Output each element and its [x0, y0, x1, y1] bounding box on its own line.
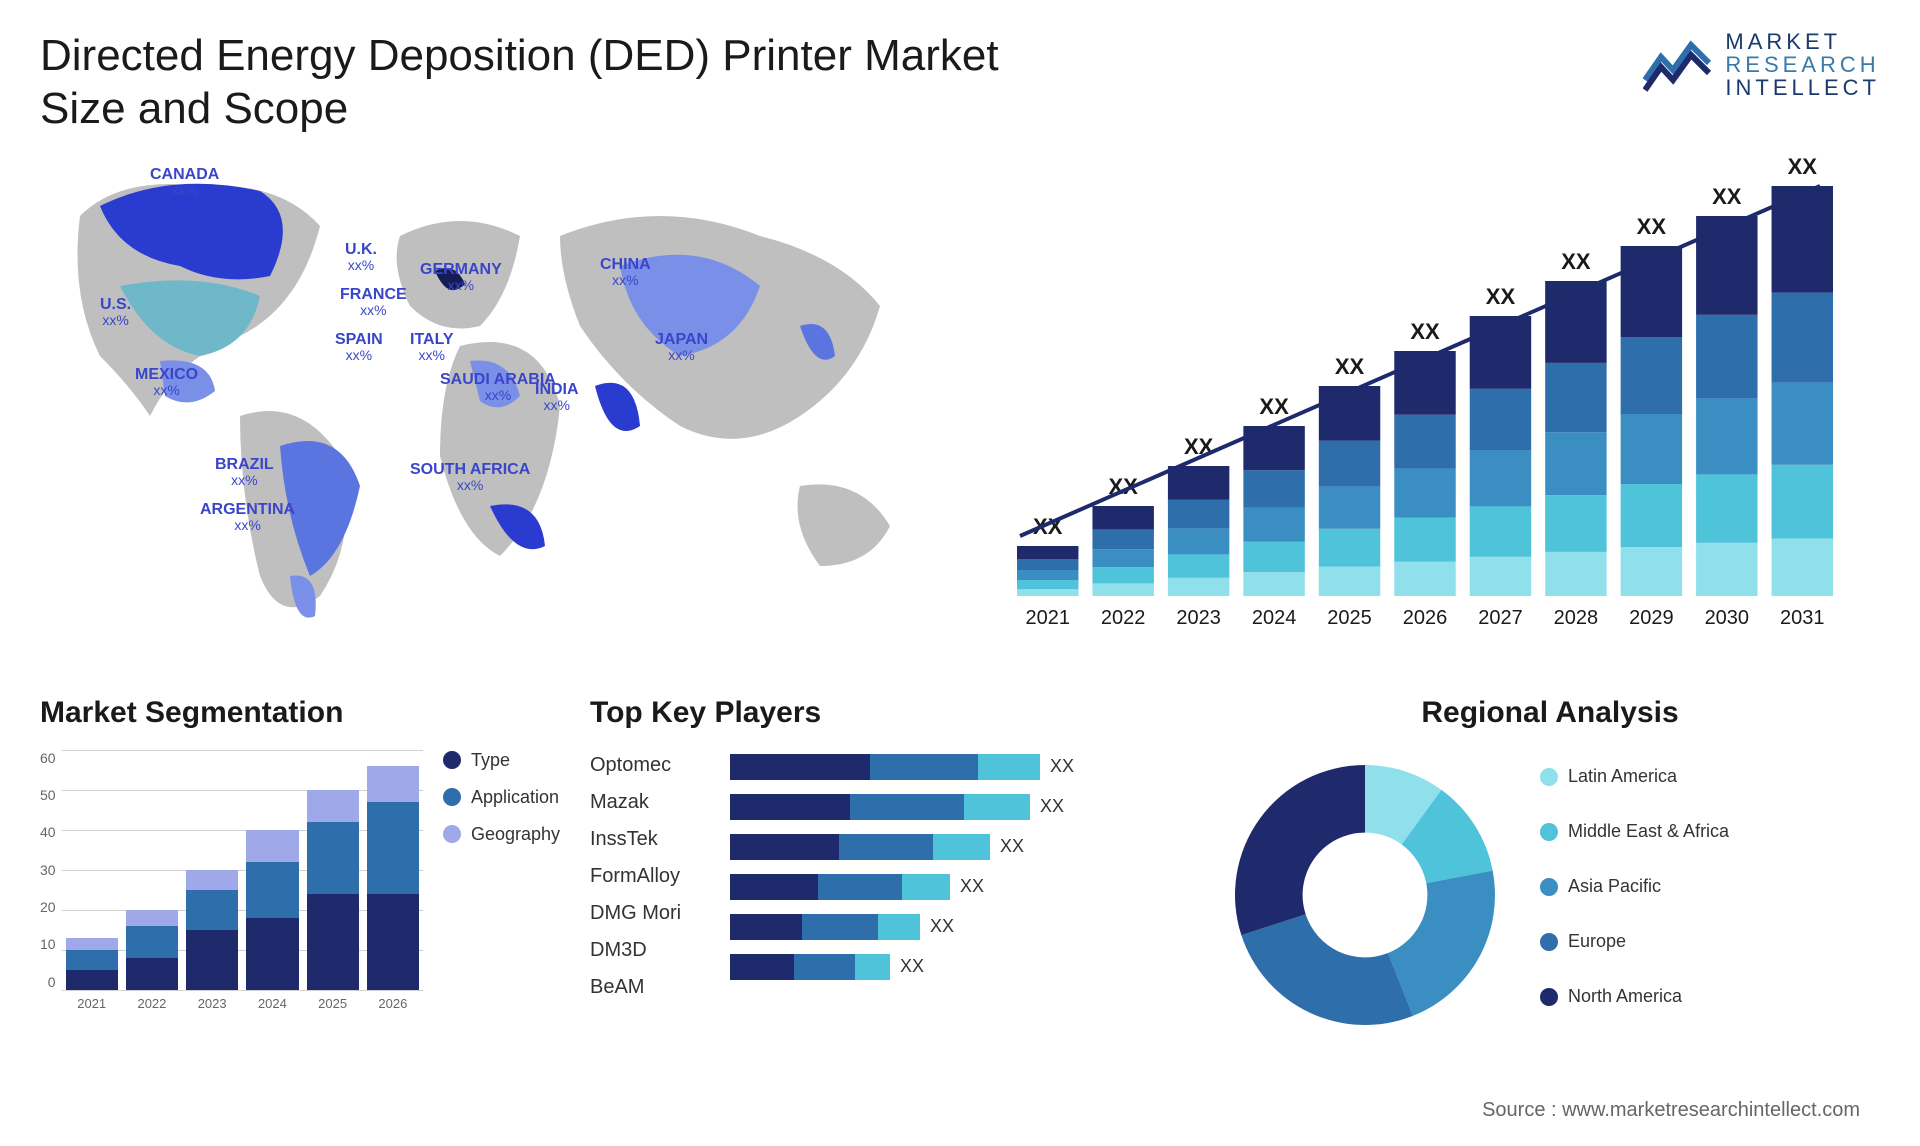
- legend-item: Latin America: [1540, 766, 1729, 787]
- legend-item: Type: [443, 750, 560, 771]
- player-name: BeAM: [590, 976, 710, 999]
- map-label: SOUTH AFRICAxx%: [410, 461, 530, 494]
- segmentation-chart: 6050403020100 202120222023202420252026 T…: [40, 750, 560, 1030]
- svg-text:2026: 2026: [1403, 607, 1448, 629]
- player-bar-row: XX: [730, 874, 1190, 900]
- svg-text:XX: XX: [1788, 156, 1818, 179]
- logo-line1: MARKET: [1725, 30, 1880, 53]
- map-label: FRANCExx%: [340, 286, 407, 319]
- player-name: FormAlloy: [590, 865, 710, 888]
- map-label: MEXICOxx%: [135, 366, 198, 399]
- donut-svg: [1220, 750, 1510, 1040]
- map-label: SPAINxx%: [335, 331, 383, 364]
- legend-item: Middle East & Africa: [1540, 821, 1729, 842]
- svg-text:2022: 2022: [1101, 607, 1146, 629]
- brand-logo: MARKET RESEARCH INTELLECT: [1643, 30, 1880, 99]
- map-label: ARGENTINAxx%: [200, 501, 295, 534]
- player-bar-row: XX: [730, 954, 1190, 980]
- legend-item: Europe: [1540, 931, 1729, 952]
- world-map: CANADAxx% U.S.xx% MEXICOxx% BRAZILxx% ARGENT…: [40, 156, 940, 666]
- svg-text:2023: 2023: [1176, 607, 1221, 629]
- map-label: GERMANYxx%: [420, 261, 502, 294]
- player-bar-row: XX: [730, 834, 1190, 860]
- svg-text:2028: 2028: [1554, 607, 1599, 629]
- player-name: Mazak: [590, 791, 710, 814]
- player-bar-row: XX: [730, 914, 1190, 940]
- legend-item: Asia Pacific: [1540, 876, 1729, 897]
- regional-title: Regional Analysis: [1220, 696, 1880, 730]
- svg-text:XX: XX: [1561, 249, 1591, 274]
- svg-text:2027: 2027: [1478, 607, 1523, 629]
- svg-text:XX: XX: [1637, 214, 1667, 239]
- map-label: ITALYxx%: [410, 331, 454, 364]
- svg-text:XX: XX: [1712, 184, 1742, 209]
- svg-text:2030: 2030: [1705, 607, 1750, 629]
- svg-text:XX: XX: [1259, 394, 1289, 419]
- svg-text:XX: XX: [1410, 319, 1440, 344]
- players-chart: Optomec Mazak InssTek FormAlloy DMG Mori DM3D…: [590, 750, 1190, 999]
- svg-text:2031: 2031: [1780, 607, 1825, 629]
- svg-text:2025: 2025: [1327, 607, 1372, 629]
- svg-text:XX: XX: [1335, 354, 1365, 379]
- map-label: INDIAxx%: [535, 381, 579, 414]
- segmentation-title: Market Segmentation: [40, 696, 560, 730]
- regional-chart: Latin America Middle East & Africa Asia Pa…: [1220, 750, 1880, 1040]
- source-text: Source : www.marketresearchintellect.com: [1482, 1099, 1860, 1122]
- map-label: CHINAxx%: [600, 256, 651, 289]
- svg-text:2024: 2024: [1252, 607, 1297, 629]
- logo-icon: [1643, 35, 1713, 95]
- svg-text:2021: 2021: [1025, 607, 1070, 629]
- page-title: Directed Energy Deposition (DED) Printer…: [40, 30, 1040, 136]
- map-label: U.K.xx%: [345, 241, 377, 274]
- logo-line2: RESEARCH: [1725, 53, 1880, 76]
- player-name: Optomec: [590, 754, 710, 777]
- player-bar-row: XX: [730, 794, 1190, 820]
- map-label: CANADAxx%: [150, 166, 219, 199]
- map-svg: [40, 156, 940, 656]
- map-label: BRAZILxx%: [215, 456, 274, 489]
- player-name: DM3D: [590, 939, 710, 962]
- player-bar-row: XX: [730, 754, 1190, 780]
- player-name: InssTek: [590, 828, 710, 851]
- legend-item: North America: [1540, 986, 1729, 1007]
- svg-text:XX: XX: [1486, 284, 1516, 309]
- map-label: JAPANxx%: [655, 331, 708, 364]
- growth-chart: XX 2021 XX 2022 XX 2023 XX 2024 XX 2025 XX 2026 XX 20…: [980, 156, 1880, 666]
- player-name: DMG Mori: [590, 902, 710, 925]
- legend-item: Geography: [443, 824, 560, 845]
- svg-text:2029: 2029: [1629, 607, 1674, 629]
- legend-item: Application: [443, 787, 560, 808]
- players-title: Top Key Players: [590, 696, 1190, 730]
- map-label: U.S.xx%: [100, 296, 131, 329]
- growth-svg: XX 2021 XX 2022 XX 2023 XX 2024 XX 2025 XX 2026 XX 20…: [980, 156, 1860, 656]
- logo-line3: INTELLECT: [1725, 76, 1880, 99]
